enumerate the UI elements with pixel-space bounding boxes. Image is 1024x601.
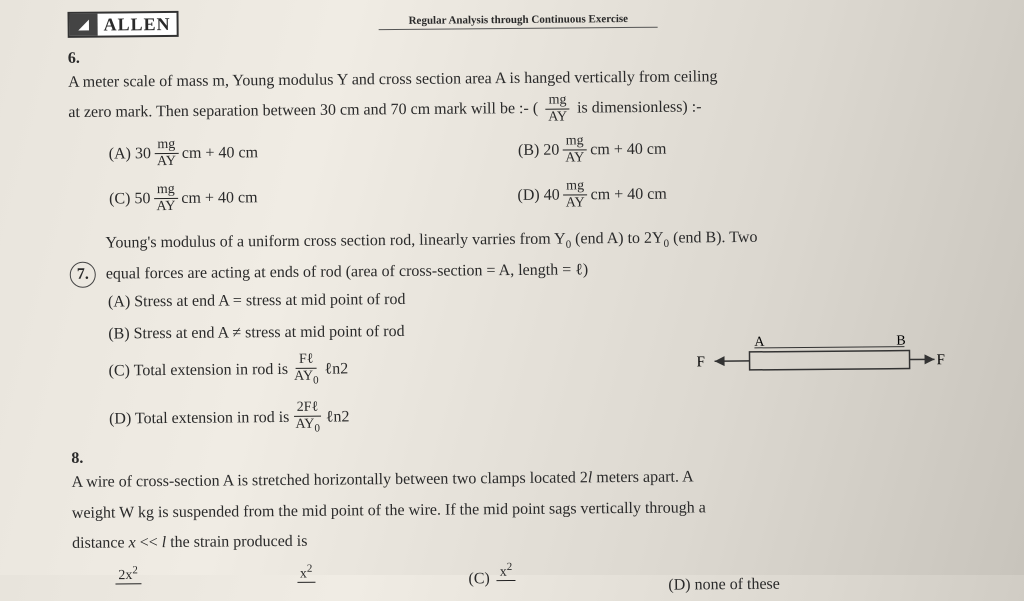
q6-c-post: cm + 40 cm (181, 189, 257, 208)
q6-option-b: (B) 20 mgAY cm + 40 cm (518, 134, 667, 166)
q6-line2a: at zero mark. Then separation between 30… (68, 100, 538, 121)
q6-b-pre: (B) 20 (518, 141, 559, 159)
diag-top-line (754, 347, 904, 348)
q8-text: A wire of cross-section A is stretched h… (71, 461, 952, 560)
q7-c-den: AY0 (291, 369, 322, 387)
q6-d-pre: (D) 40 (517, 186, 559, 204)
q6-frac-num: mg (546, 94, 570, 110)
q8-ta: A wire of cross-section A is stretched h… (72, 470, 588, 492)
q8-option-d: (D) none of these (668, 576, 780, 595)
q7-text: Young's modulus of a uniform cross secti… (105, 221, 966, 290)
question-7: 7. Young's modulus of a uniform cross se… (69, 221, 975, 436)
q7-option-d: (D) Total extension in rod is 2Fℓ AY0 ℓn… (109, 395, 975, 436)
q8-option-b: x2 (294, 563, 319, 598)
q6-d-frac: mgAY (563, 180, 588, 211)
q6-frac-den: AY (545, 110, 570, 125)
q7-tc: (end B). Two (669, 229, 758, 247)
q7-c-num: Fℓ (296, 353, 317, 369)
diag-f2: F (936, 352, 944, 368)
q6-number: 6. (68, 50, 96, 68)
q7-td: equal forces are acting at ends of rod (… (106, 262, 589, 283)
q6-line1: A meter scale of mass m, Young modulus Y… (68, 68, 717, 91)
diag-f1: F (696, 354, 704, 370)
q6-a-pre: (A) 30 (109, 145, 151, 163)
q7-d-pre: (D) Total extension in rod is (109, 405, 290, 431)
q7-c-post: ℓn2 (324, 357, 348, 381)
question-8: 8. A wire of cross-section A is stretche… (71, 442, 976, 600)
q7-c-frac: Fℓ AY0 (291, 353, 322, 387)
q6-fraction: mg AY (545, 94, 570, 125)
q7-d-den: AY0 (292, 416, 323, 434)
q6-a-post: cm + 40 cm (182, 144, 258, 163)
q8-tb: meters apart. A (592, 469, 693, 487)
diag-rod (749, 351, 909, 370)
q7-ta: Young's modulus of a uniform cross secti… (105, 231, 565, 252)
q8-options: 2x2 x2 (C) x2 (D) none of these (112, 558, 976, 600)
q6-text: A meter scale of mass m, Young modulus Y… (68, 60, 949, 129)
diag-arrow-right-head (925, 354, 935, 364)
q7-number-circle: 7. (70, 262, 96, 288)
q8-option-a: 2x2 (112, 565, 144, 600)
q8-td: distance (72, 535, 129, 552)
q6-c-pre: (C) 50 (109, 190, 150, 208)
logo: ◢ ALLEN (67, 11, 178, 38)
diag-arrow-left-head (715, 356, 725, 366)
q8-tc: weight W kg is suspended from the mid po… (72, 499, 706, 522)
q8-te: the strain produced is (166, 533, 307, 551)
q7-c-pre: (C) Total extension in rod is (109, 358, 289, 384)
q6-options: (A) 30 mgAY cm + 40 cm (B) 20 mgAY cm + … (109, 131, 974, 215)
q7-tb: (end A) to 2Y (571, 230, 664, 248)
q7-d-post: ℓn2 (326, 405, 350, 429)
q7-d-frac: 2Fℓ AY0 (292, 400, 323, 434)
q6-line2b: is dimensionless) :- (577, 99, 702, 117)
q6-option-d: (D) 40 mgAY cm + 40 cm (517, 179, 667, 211)
q6-option-c: (C) 50 mgAY cm + 40 cm (109, 183, 258, 215)
q7-d-num: 2Fℓ (294, 400, 322, 416)
q8-option-c: (C) x2 (468, 562, 518, 597)
q6-option-a: (A) 30 mgAY cm + 40 cm (109, 138, 259, 170)
page-header: ◢ ALLEN Regular Analysis through Continu… (67, 4, 971, 38)
q6-d-post: cm + 40 cm (591, 186, 667, 205)
q7-diagram: A B F F (684, 332, 944, 384)
q6-b-frac: mgAY (562, 135, 587, 166)
question-6: 6. A meter scale of mass m, Young modulu… (68, 42, 973, 215)
logo-text: ALLEN (98, 13, 177, 35)
header-title: Regular Analysis through Continuous Exer… (379, 12, 659, 29)
q6-b-post: cm + 40 cm (590, 141, 666, 160)
logo-icon: ◢ (70, 14, 98, 36)
q6-c-frac: mgAY (153, 183, 178, 214)
q6-a-frac: mgAY (154, 138, 179, 169)
q8-ll: << (136, 534, 162, 551)
q8-number: 8. (71, 450, 99, 468)
